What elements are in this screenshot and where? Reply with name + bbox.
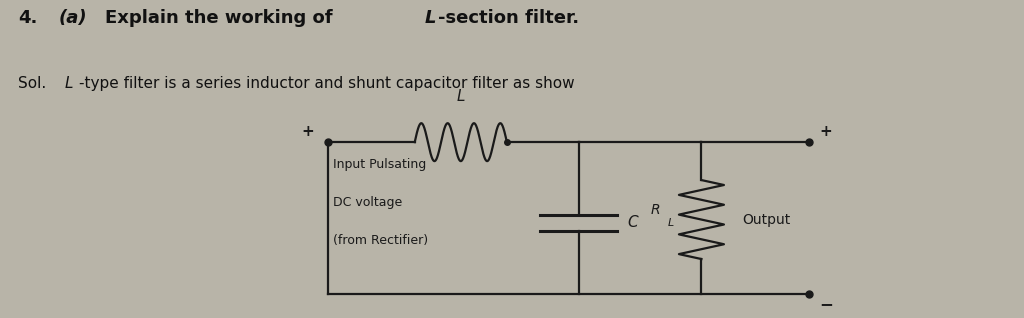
Text: (from Rectifier): (from Rectifier) [333, 234, 428, 247]
Text: +: + [819, 124, 831, 139]
Text: 4.: 4. [18, 10, 38, 27]
Text: Input Pulsating: Input Pulsating [333, 158, 426, 171]
Text: C: C [628, 215, 638, 230]
Text: +: + [302, 124, 314, 139]
Text: Explain the working of: Explain the working of [105, 10, 339, 27]
Text: L: L [457, 89, 465, 104]
Text: L: L [65, 76, 73, 91]
Text: Output: Output [742, 212, 791, 226]
Text: -type filter is a series inductor and shunt capacitor filter as show: -type filter is a series inductor and sh… [79, 76, 574, 91]
Text: (a): (a) [58, 10, 87, 27]
Text: -section filter.: -section filter. [438, 10, 580, 27]
Text: DC voltage: DC voltage [333, 196, 402, 209]
Text: −: − [819, 295, 834, 313]
Text: L: L [425, 10, 436, 27]
Text: Sol.: Sol. [18, 76, 47, 91]
Text: L: L [668, 218, 674, 228]
Text: R: R [651, 203, 660, 217]
